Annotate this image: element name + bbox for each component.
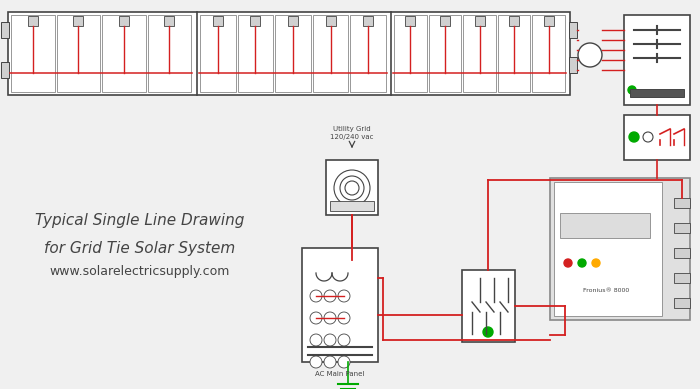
- Circle shape: [324, 290, 336, 302]
- Bar: [200, 15, 236, 92]
- Circle shape: [578, 43, 602, 67]
- Bar: [237, 15, 273, 92]
- Bar: [275, 15, 311, 92]
- Text: AC Main Panel: AC Main Panel: [315, 371, 365, 377]
- Circle shape: [483, 327, 493, 337]
- Bar: [674, 198, 690, 208]
- Circle shape: [310, 356, 322, 368]
- Bar: [288, 16, 298, 26]
- Circle shape: [564, 259, 572, 267]
- Bar: [302, 248, 378, 362]
- Text: Fronius® 8000: Fronius® 8000: [583, 287, 629, 293]
- Bar: [463, 15, 496, 92]
- Bar: [550, 178, 690, 320]
- Bar: [8, 12, 570, 95]
- Text: Utility Grid
120/240 vac: Utility Grid 120/240 vac: [330, 126, 374, 140]
- Circle shape: [578, 259, 586, 267]
- Bar: [624, 115, 690, 160]
- Bar: [326, 160, 378, 215]
- Bar: [544, 16, 554, 26]
- Bar: [428, 15, 461, 92]
- Bar: [533, 15, 565, 92]
- Circle shape: [338, 290, 350, 302]
- Bar: [119, 16, 129, 26]
- Bar: [11, 15, 55, 92]
- Circle shape: [338, 312, 350, 324]
- Bar: [674, 248, 690, 258]
- Circle shape: [629, 132, 639, 142]
- Bar: [251, 16, 260, 26]
- Bar: [498, 15, 531, 92]
- Circle shape: [310, 290, 322, 302]
- Bar: [569, 22, 577, 38]
- Bar: [440, 16, 450, 26]
- Bar: [330, 201, 374, 211]
- Bar: [351, 15, 386, 92]
- Circle shape: [592, 259, 600, 267]
- Bar: [554, 182, 662, 316]
- Circle shape: [628, 86, 636, 94]
- Bar: [313, 15, 349, 92]
- Circle shape: [324, 312, 336, 324]
- Bar: [74, 16, 83, 26]
- Circle shape: [324, 356, 336, 368]
- Bar: [405, 16, 415, 26]
- Bar: [674, 273, 690, 283]
- Text: Typical Single Line Drawing: Typical Single Line Drawing: [35, 212, 245, 228]
- Circle shape: [643, 132, 653, 142]
- Bar: [475, 16, 484, 26]
- Bar: [674, 223, 690, 233]
- Bar: [28, 16, 38, 26]
- Bar: [148, 15, 191, 92]
- Circle shape: [338, 334, 350, 346]
- Bar: [674, 298, 690, 308]
- Bar: [394, 15, 426, 92]
- Bar: [560, 213, 650, 238]
- Bar: [363, 16, 373, 26]
- Text: for Grid Tie Solar System: for Grid Tie Solar System: [44, 240, 236, 256]
- Bar: [1, 22, 9, 38]
- Bar: [462, 270, 515, 342]
- Circle shape: [310, 312, 322, 324]
- Bar: [164, 16, 174, 26]
- Bar: [509, 16, 519, 26]
- Bar: [569, 57, 577, 73]
- Circle shape: [324, 334, 336, 346]
- Bar: [1, 62, 9, 78]
- Bar: [624, 15, 690, 105]
- Bar: [57, 15, 100, 92]
- Bar: [213, 16, 223, 26]
- Bar: [102, 15, 146, 92]
- Text: www.solarelectricsupply.com: www.solarelectricsupply.com: [50, 266, 230, 279]
- Circle shape: [338, 356, 350, 368]
- Circle shape: [310, 334, 322, 346]
- Bar: [630, 89, 684, 97]
- Bar: [326, 16, 335, 26]
